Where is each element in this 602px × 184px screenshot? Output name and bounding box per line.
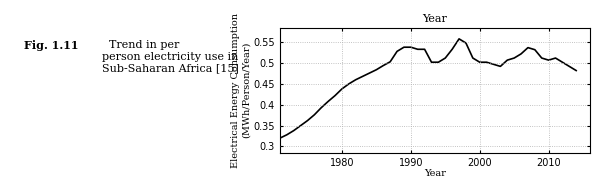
Text: Trend in per
person electricity use in
Sub-Saharan Africa [15]: Trend in per person electricity use in S… [102, 40, 239, 74]
Text: Fig. 1.11: Fig. 1.11 [24, 40, 79, 52]
X-axis label: Year: Year [424, 169, 446, 178]
Title: Year: Year [423, 14, 447, 24]
Y-axis label: Electrical Energy Consumption
(MWh/Person/Year): Electrical Energy Consumption (MWh/Perso… [231, 13, 250, 168]
